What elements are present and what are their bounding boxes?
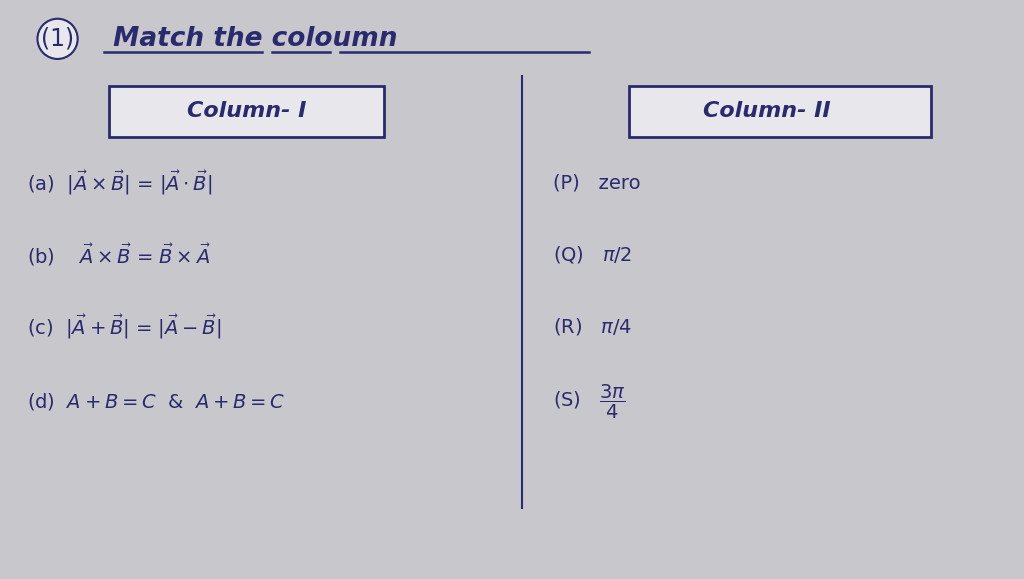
Text: Column- I: Column- I xyxy=(186,101,306,121)
FancyBboxPatch shape xyxy=(630,86,931,137)
Text: (Q)   $\pi$/2: (Q) $\pi$/2 xyxy=(553,244,632,265)
Text: (c)  $|\vec{A}+\vec{B}|$ = $|\vec{A}-\vec{B}|$: (c) $|\vec{A}+\vec{B}|$ = $|\vec{A}-\vec… xyxy=(27,313,221,341)
Text: (R)   $\pi$/4: (R) $\pi$/4 xyxy=(553,317,632,338)
Text: (d)  $A+B=C$  &  $A+B=C$: (d) $A+B=C$ & $A+B=C$ xyxy=(27,391,286,412)
Text: (P)   zero: (P) zero xyxy=(553,173,640,192)
Text: Column- II: Column- II xyxy=(703,101,831,121)
Text: (S)   $\dfrac{3\pi}{4}$: (S) $\dfrac{3\pi}{4}$ xyxy=(553,383,626,421)
Text: (1): (1) xyxy=(41,27,74,51)
Text: (b)    $\vec{A}\times\vec{B}$ = $\vec{B}\times\vec{A}$: (b) $\vec{A}\times\vec{B}$ = $\vec{B}\ti… xyxy=(27,242,211,268)
FancyBboxPatch shape xyxy=(109,86,384,137)
Text: (a)  $|\vec{A}\times\vec{B}|$ = $|\vec{A}\cdot\vec{B}|$: (a) $|\vec{A}\times\vec{B}|$ = $|\vec{A}… xyxy=(27,168,212,197)
Text: Match the coloumn: Match the coloumn xyxy=(103,26,397,52)
